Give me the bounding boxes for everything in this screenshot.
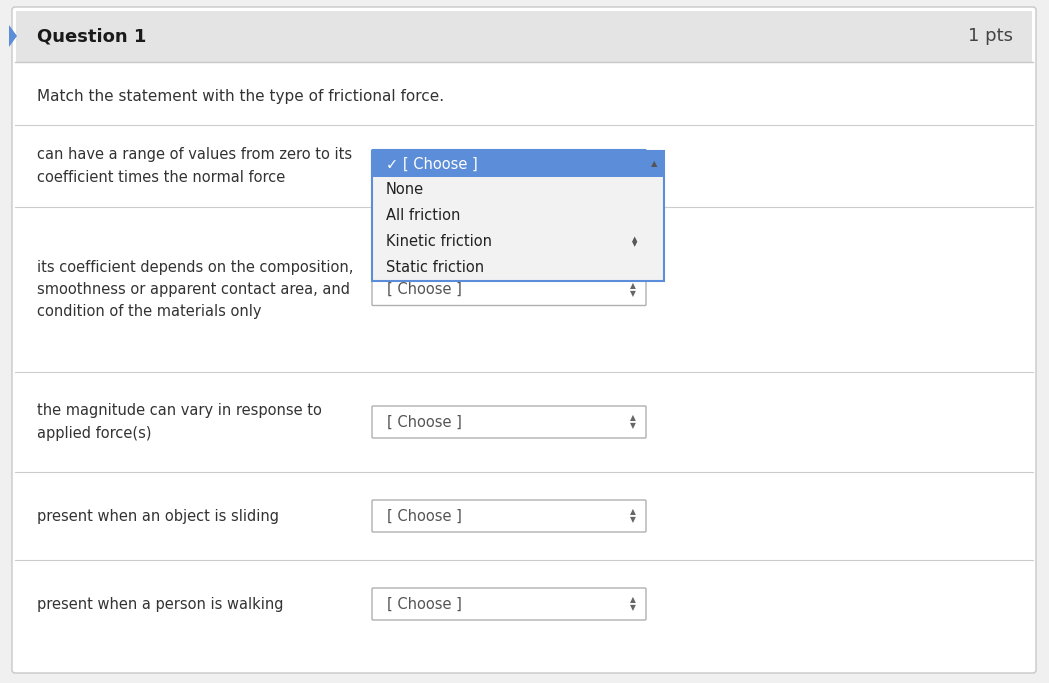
Text: present when a person is walking: present when a person is walking bbox=[37, 596, 283, 611]
Text: ✓ [ Choose ]: ✓ [ Choose ] bbox=[386, 156, 477, 171]
Text: ▲: ▲ bbox=[630, 596, 636, 604]
Text: ▲: ▲ bbox=[630, 281, 636, 290]
Text: ▼: ▼ bbox=[630, 289, 636, 298]
Text: ▼: ▼ bbox=[630, 421, 636, 430]
FancyBboxPatch shape bbox=[372, 273, 646, 305]
FancyBboxPatch shape bbox=[12, 7, 1036, 673]
Text: can have a range of values from zero to its
coefficient times the normal force: can have a range of values from zero to … bbox=[37, 148, 352, 184]
Text: [ Choose ]: [ Choose ] bbox=[387, 509, 462, 523]
Text: Question 1: Question 1 bbox=[37, 27, 147, 45]
Text: its coefficient depends on the composition,
smoothness or apparent contact area,: its coefficient depends on the compositi… bbox=[37, 260, 354, 319]
FancyBboxPatch shape bbox=[372, 151, 664, 281]
Text: ▼: ▼ bbox=[630, 604, 636, 613]
Text: the magnitude can vary in response to
applied force(s): the magnitude can vary in response to ap… bbox=[37, 404, 322, 441]
Text: present when an object is sliding: present when an object is sliding bbox=[37, 509, 279, 523]
Text: ▲: ▲ bbox=[630, 413, 636, 423]
Text: None: None bbox=[386, 182, 424, 197]
Text: ▲: ▲ bbox=[630, 507, 636, 516]
FancyBboxPatch shape bbox=[372, 150, 646, 182]
Text: [ Choose ]: [ Choose ] bbox=[387, 415, 462, 430]
Text: 1 pts: 1 pts bbox=[968, 27, 1013, 45]
FancyBboxPatch shape bbox=[372, 500, 646, 532]
Text: ▲
▼: ▲ ▼ bbox=[633, 236, 638, 247]
Text: [ Choose ]: [ Choose ] bbox=[387, 282, 462, 297]
Text: ▲: ▲ bbox=[650, 160, 658, 169]
FancyBboxPatch shape bbox=[372, 406, 646, 438]
Text: [ Choose ]: [ Choose ] bbox=[387, 596, 462, 611]
Text: Static friction: Static friction bbox=[386, 260, 485, 275]
Text: Kinetic friction: Kinetic friction bbox=[386, 234, 492, 249]
Polygon shape bbox=[9, 25, 17, 47]
Text: Match the statement with the type of frictional force.: Match the statement with the type of fri… bbox=[37, 89, 444, 104]
Bar bbox=[372, 151, 664, 177]
Text: ▼: ▼ bbox=[630, 516, 636, 525]
FancyBboxPatch shape bbox=[372, 588, 646, 620]
Bar bbox=[16, 11, 1032, 63]
Text: All friction: All friction bbox=[386, 208, 461, 223]
